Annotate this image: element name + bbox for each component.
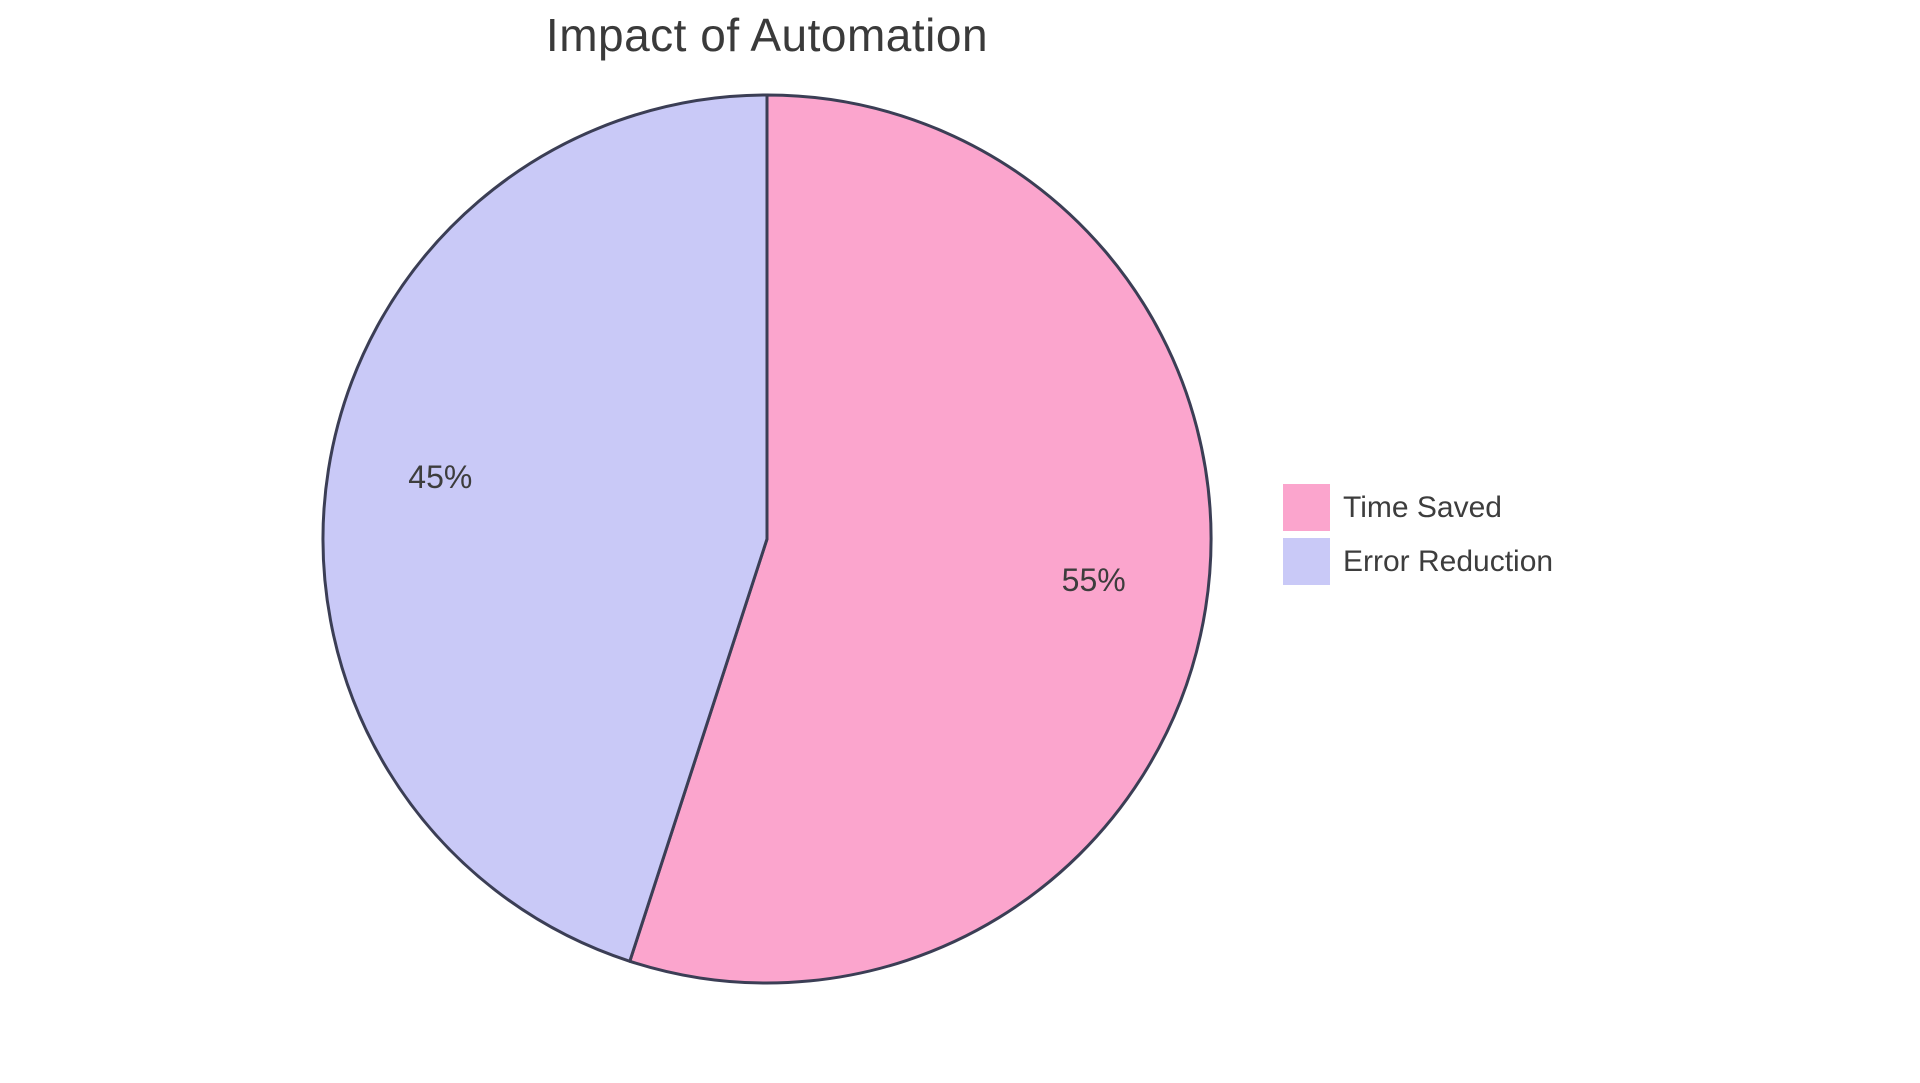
legend-swatch [1283,484,1330,531]
legend-swatch [1283,538,1330,585]
slice-value-label: 55% [1062,562,1126,598]
legend-label: Time Saved [1343,490,1502,524]
pie-slice-error-reduction [321,93,769,963]
legend-item-time-saved: Time Saved [1283,484,1553,531]
legend-label: Error Reduction [1343,544,1554,578]
pie-slice-time-saved [628,93,1213,985]
chart-title: Impact of Automation [545,9,989,61]
legend: Time Saved Error Reduction [1283,484,1553,592]
slice-value-label: 45% [408,459,472,495]
legend-item-error-reduction: Error Reduction [1283,538,1553,585]
